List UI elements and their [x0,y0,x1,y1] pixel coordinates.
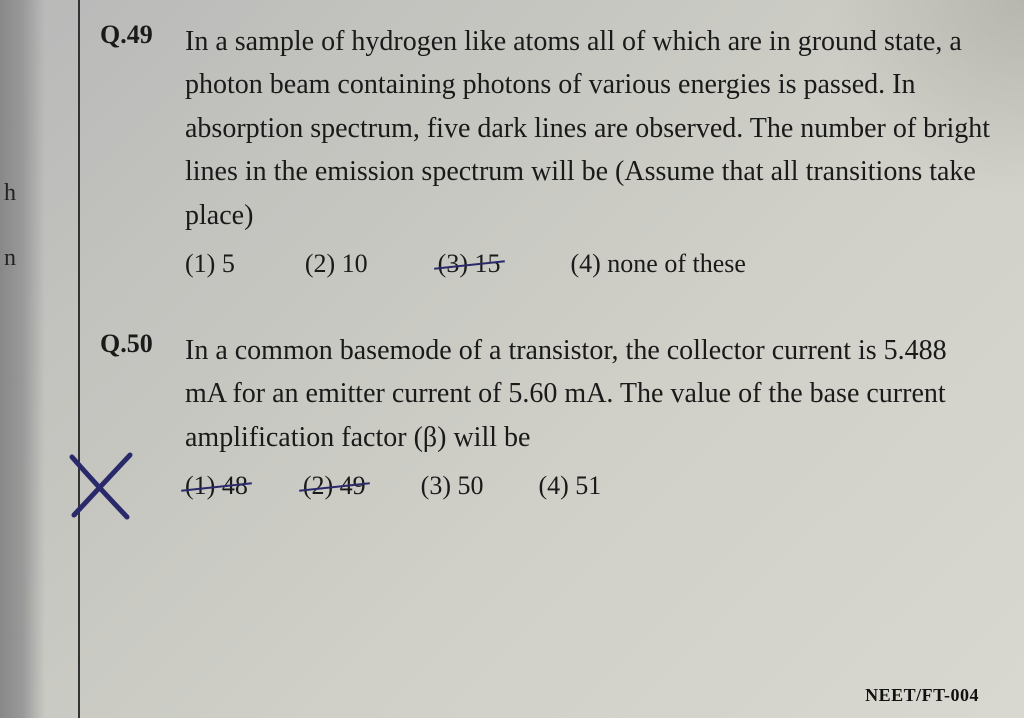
margin-letter-n: n [4,245,16,272]
option-2: (2) 49 [303,471,366,501]
question-number: Q.50 [100,329,185,359]
margin-letter-h: h [4,180,16,207]
option-2: (2) 10 [305,249,368,279]
question-50-options: (1) 48 (2) 49 (3) 50 (4) 51 [185,471,994,501]
question-number: Q.49 [100,20,185,50]
margin-rule-line [78,0,80,718]
question-49: Q.49 In a sample of hydrogen like atoms … [100,20,994,279]
footer-exam-code: NEET/FT-004 [865,685,979,706]
option-4: (4) 51 [538,471,601,501]
option-1: (1) 5 [185,249,235,279]
option-4: (4) none of these [570,249,745,279]
question-text: In a sample of hydrogen like atoms all o… [185,20,994,237]
question-50: Q.50 In a common basemode of a transisto… [100,329,994,501]
option-3: (3) 15 [438,249,501,279]
option-1: (1) 48 [185,471,248,501]
content-area: Q.49 In a sample of hydrogen like atoms … [100,20,994,551]
page-binding-edge [0,0,45,718]
question-49-options: (1) 5 (2) 10 (3) 15 (4) none of these [185,249,994,279]
option-3: (3) 50 [421,471,484,501]
question-text: In a common basemode of a transistor, th… [185,329,994,459]
